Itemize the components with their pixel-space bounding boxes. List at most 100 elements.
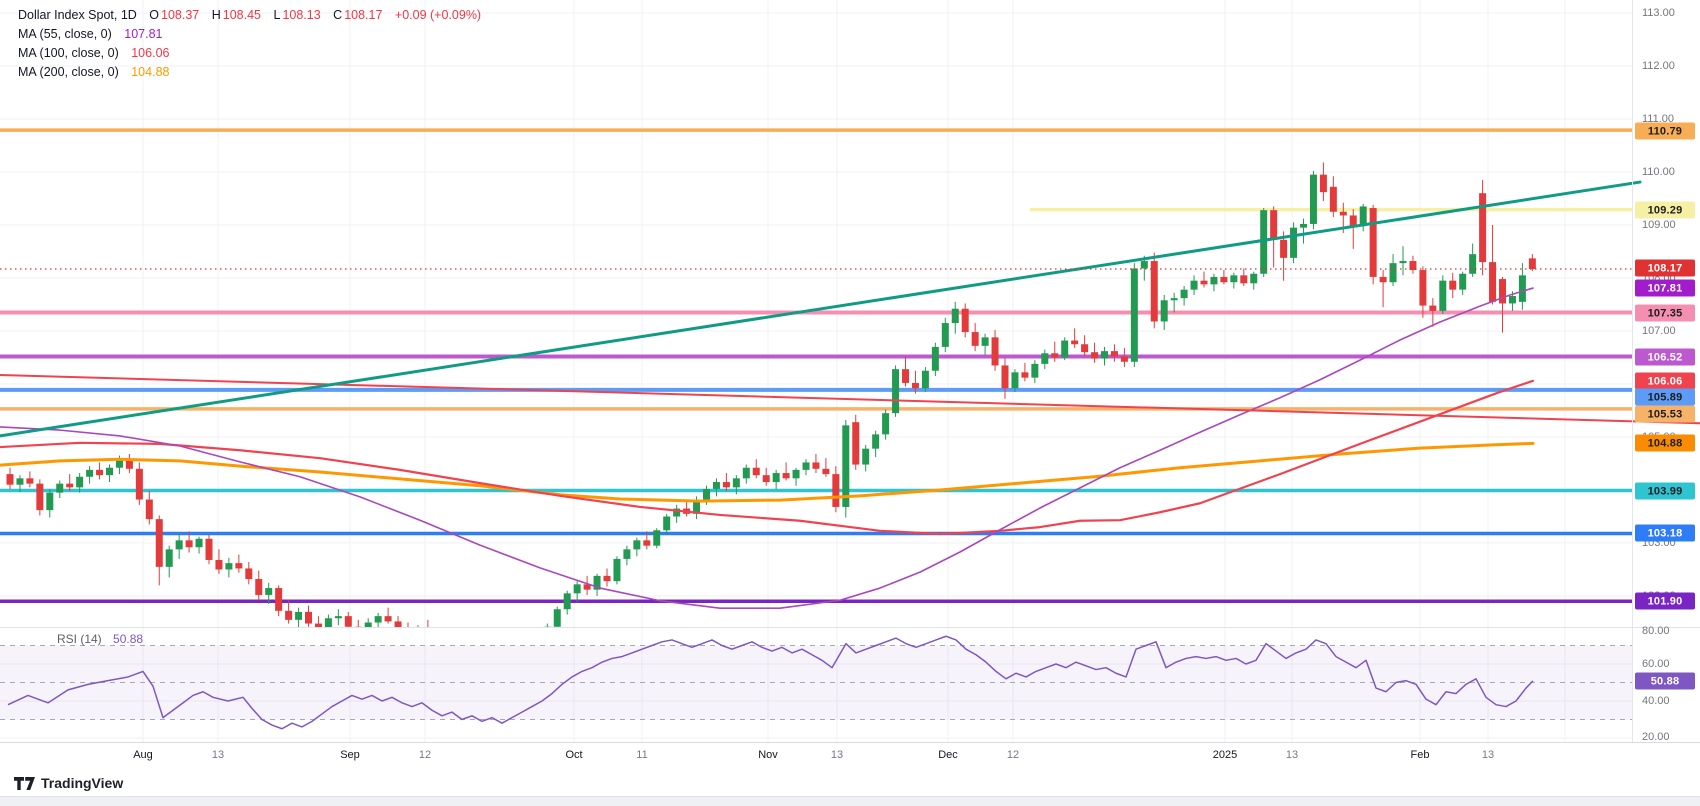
candle [1280, 231, 1288, 281]
price-pane[interactable] [0, 0, 1700, 627]
candle [125, 453, 133, 474]
candle-body [1280, 239, 1288, 258]
time-axis-label[interactable]: 13 [211, 749, 225, 761]
pane-divider[interactable] [0, 627, 1700, 628]
candle [1160, 294, 1168, 330]
candle-body [394, 621, 402, 627]
candle [931, 342, 939, 377]
candle [407, 622, 409, 627]
candle [334, 609, 342, 626]
candle [185, 531, 193, 553]
rsi-pane[interactable] [0, 628, 1700, 742]
candle-body [155, 519, 163, 567]
candle [1518, 263, 1526, 310]
candle-body [1260, 210, 1268, 274]
time-axis-label[interactable]: 12 [418, 749, 432, 761]
candle-body [1359, 206, 1367, 227]
ohlc-open: O 108.37 [149, 8, 200, 22]
candle-body [1319, 174, 1327, 193]
candle-body [553, 609, 561, 627]
candle-body [165, 549, 173, 567]
legend-ma100-row[interactable]: MA (100, close, 0) 106.06 [18, 44, 481, 63]
candle-body [1200, 280, 1208, 285]
candle [981, 333, 989, 355]
candle [285, 600, 293, 624]
time-axis-label[interactable]: 13 [830, 749, 844, 761]
ohlc-close: C 108.17 [333, 8, 383, 22]
time-axis-label[interactable]: 13 [1285, 749, 1299, 761]
candle-body [225, 563, 233, 570]
candle [6, 467, 14, 489]
candle [16, 475, 24, 493]
legend-ma55-row[interactable]: MA (55, close, 0) 107.81 [18, 25, 481, 44]
ohlc-high: H 108.45 [211, 8, 262, 22]
candle [1130, 263, 1138, 368]
candle [1210, 273, 1218, 292]
candle [663, 513, 671, 536]
candle [106, 464, 113, 483]
time-axis-label[interactable]: Feb [1410, 749, 1430, 761]
candle-body [1021, 372, 1029, 378]
price-badge-104.88: 104.88 [1635, 434, 1695, 452]
tradingview-logo[interactable]: TradingView [14, 775, 123, 791]
candle-body [195, 538, 203, 548]
time-axis-label[interactable]: Oct [565, 749, 583, 761]
ma200-line [0, 441, 1535, 503]
candle [66, 474, 74, 492]
price-badge-103.99: 103.99 [1635, 482, 1695, 500]
falling-trendline [0, 373, 1700, 425]
candle-body [633, 540, 641, 550]
candle-body [842, 425, 850, 507]
candle-body [1101, 351, 1108, 359]
candle [1240, 268, 1248, 286]
candle [653, 528, 661, 549]
candle-body [742, 467, 750, 479]
candle [882, 409, 890, 440]
candle-body [573, 584, 581, 594]
price-badge-108.17: 108.17 [1635, 259, 1695, 277]
candle [1329, 176, 1337, 218]
candle [205, 535, 213, 565]
legend-ma200-row[interactable]: MA (200, close, 0) 104.88 [18, 63, 481, 82]
rsi-legend[interactable]: RSI (14) 50.88 [57, 632, 143, 646]
candle [1459, 271, 1467, 295]
candle [1110, 344, 1118, 362]
candle [235, 554, 243, 573]
candle-body [364, 622, 372, 627]
candle [921, 367, 929, 392]
candle-body [1081, 344, 1089, 353]
price-badge-103.18: 103.18 [1635, 524, 1695, 542]
time-axis-label[interactable]: Nov [758, 749, 778, 761]
rsi-value: 50.88 [113, 632, 144, 646]
ohlc-low: L 108.13 [273, 8, 321, 22]
candle [802, 459, 810, 476]
candle-body [135, 468, 143, 500]
time-axis-label[interactable]: 12 [1006, 749, 1020, 761]
candle [1081, 335, 1089, 357]
candle-body [812, 462, 820, 469]
candle-body [722, 482, 730, 488]
candle [56, 480, 64, 498]
candle-body [76, 476, 84, 488]
candle [613, 556, 621, 585]
time-axis[interactable]: Aug 13 Sep 12 Oct 11 Nov 13 Dec 12 2025 13 Feb 13 [0, 742, 1700, 773]
time-axis-label[interactable]: Sep [340, 749, 360, 761]
price-axis-label: 107.00 [1642, 325, 1676, 337]
time-axis-label[interactable]: 2025 [1212, 749, 1238, 761]
price-badge-109.29: 109.29 [1635, 201, 1695, 219]
candle-body [1210, 276, 1218, 285]
time-axis-label[interactable]: 13 [1481, 749, 1495, 761]
price-axis-border[interactable] [1632, 0, 1633, 742]
candle [384, 607, 392, 624]
price-axis-label: 40.00 [1642, 695, 1670, 707]
time-axis-label[interactable]: 11 [636, 749, 648, 761]
candle-body [663, 516, 671, 531]
candle-body [1489, 262, 1497, 302]
candle-body [16, 478, 24, 485]
time-axis-label[interactable]: Dec [938, 749, 958, 761]
price-badge-107.35: 107.35 [1635, 304, 1695, 322]
time-axis-label[interactable]: Aug [133, 749, 153, 761]
candle-body [971, 332, 979, 346]
ma100-label: MA (100, close, 0) [18, 46, 119, 60]
